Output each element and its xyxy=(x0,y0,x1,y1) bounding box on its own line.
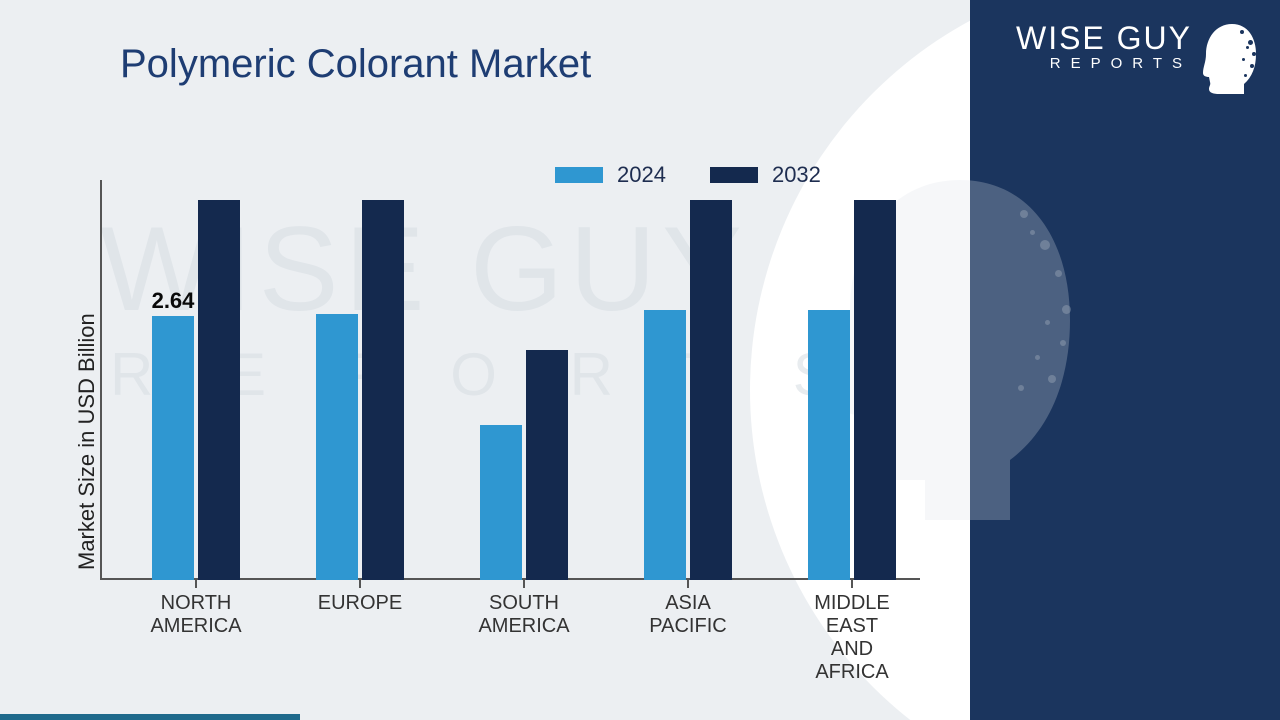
brand-logo: WISE GUY REPORTS xyxy=(1080,20,1256,72)
brand-logo-line2: REPORTS xyxy=(1016,55,1192,72)
category-label: SOUTHAMERICA xyxy=(454,592,594,638)
x-tick xyxy=(195,580,197,588)
bar xyxy=(362,200,404,580)
bar-chart xyxy=(100,180,920,580)
bar-group xyxy=(152,180,240,580)
x-tick xyxy=(851,580,853,588)
bar xyxy=(198,200,240,580)
bar-value-label: 2.64 xyxy=(143,288,203,314)
category-label: NORTHAMERICA xyxy=(126,592,266,638)
bar xyxy=(808,310,850,580)
bar xyxy=(526,350,568,580)
y-axis-label: Market Size in USD Billion xyxy=(74,170,100,570)
category-label: EUROPE xyxy=(290,592,430,615)
bar xyxy=(152,316,194,580)
brand-logo-line1: WISE GUY xyxy=(1016,20,1192,57)
bar-group xyxy=(316,180,404,580)
bar-group xyxy=(808,180,896,580)
bottom-accent-strip xyxy=(0,714,300,720)
category-label: ASIAPACIFIC xyxy=(618,592,758,638)
bar xyxy=(690,200,732,580)
bar xyxy=(480,425,522,580)
bar-group xyxy=(644,180,732,580)
y-axis-line xyxy=(100,180,102,580)
bar xyxy=(644,310,686,580)
brand-logo-dots xyxy=(1200,22,1260,94)
figure-root: WISE GUY R E P O R T S Polymeric Coloran… xyxy=(0,0,1280,720)
bar xyxy=(854,200,896,580)
x-tick xyxy=(687,580,689,588)
bar xyxy=(316,314,358,580)
category-label: MIDDLEEASTANDAFRICA xyxy=(782,592,922,684)
x-tick xyxy=(359,580,361,588)
x-tick xyxy=(523,580,525,588)
chart-title: Polymeric Colorant Market xyxy=(120,42,591,87)
bar-group xyxy=(480,180,568,580)
